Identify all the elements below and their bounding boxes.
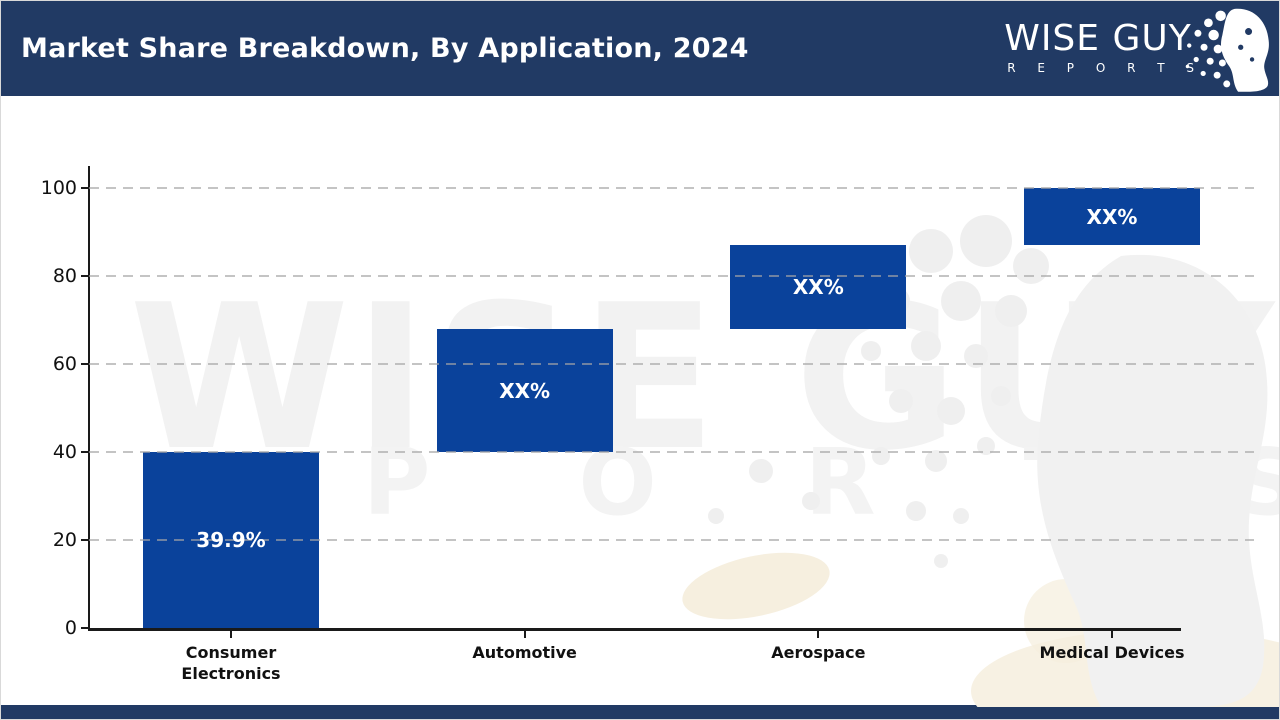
y-gridline [89, 539, 1254, 541]
y-tick-label: 60 [52, 353, 77, 375]
y-tick-mark [81, 627, 89, 629]
bar-segment [730, 245, 907, 329]
x-tick-mark [523, 630, 526, 638]
wiseguy-face-icon [1185, 8, 1269, 92]
bar-segment [436, 328, 613, 453]
watermark-text-1: WISE GUY [129, 262, 1278, 495]
x-category-label: Automotive [472, 643, 577, 662]
y-tick-mark [81, 539, 89, 541]
x-category-label: Consumer Electronics [181, 643, 281, 683]
bar-segment [1024, 188, 1200, 246]
x-axis-line [88, 628, 1181, 631]
bar-value-label: XX% [1086, 204, 1138, 229]
bar-value-label: XX% [499, 378, 551, 403]
x-category-label: Medical Devices [1039, 643, 1185, 662]
y-tick-mark [81, 363, 89, 365]
y-gridline [89, 363, 1254, 365]
bar-value-label: 39.9% [196, 528, 266, 553]
x-tick-mark [1111, 630, 1113, 638]
y-tick-label: 0 [64, 617, 77, 639]
x-tick-mark [230, 630, 232, 638]
y-axis-line [88, 166, 90, 631]
header-bar: Market Share Breakdown, By Application, … [1, 1, 1279, 96]
y-tick-mark [81, 187, 89, 189]
x-category-label: Aerospace [771, 643, 866, 662]
y-tick-label: 40 [52, 441, 77, 463]
wiseguy-logo: WISE GUY R E P O R T S [1004, 1, 1271, 96]
bar-value-label: XX% [792, 274, 844, 299]
wiseguy-logo-text: WISE GUY R E P O R T S [1004, 18, 1203, 76]
x-tick-mark [817, 630, 820, 638]
y-tick-mark [81, 275, 89, 277]
y-gridline [89, 451, 1254, 453]
y-tick-label: 20 [52, 529, 77, 551]
y-tick-label: 80 [52, 265, 77, 287]
y-tick-mark [81, 451, 89, 453]
y-gridline [89, 187, 1254, 189]
footer-bar [1, 705, 1279, 719]
y-tick-label: 100 [40, 177, 77, 199]
page-title: Market Share Breakdown, By Application, … [21, 33, 749, 64]
logo-wordmark: WISE GUY [1004, 18, 1192, 59]
logo-subtitle: R E P O R T S [1007, 61, 1203, 75]
y-gridline [89, 275, 1254, 277]
